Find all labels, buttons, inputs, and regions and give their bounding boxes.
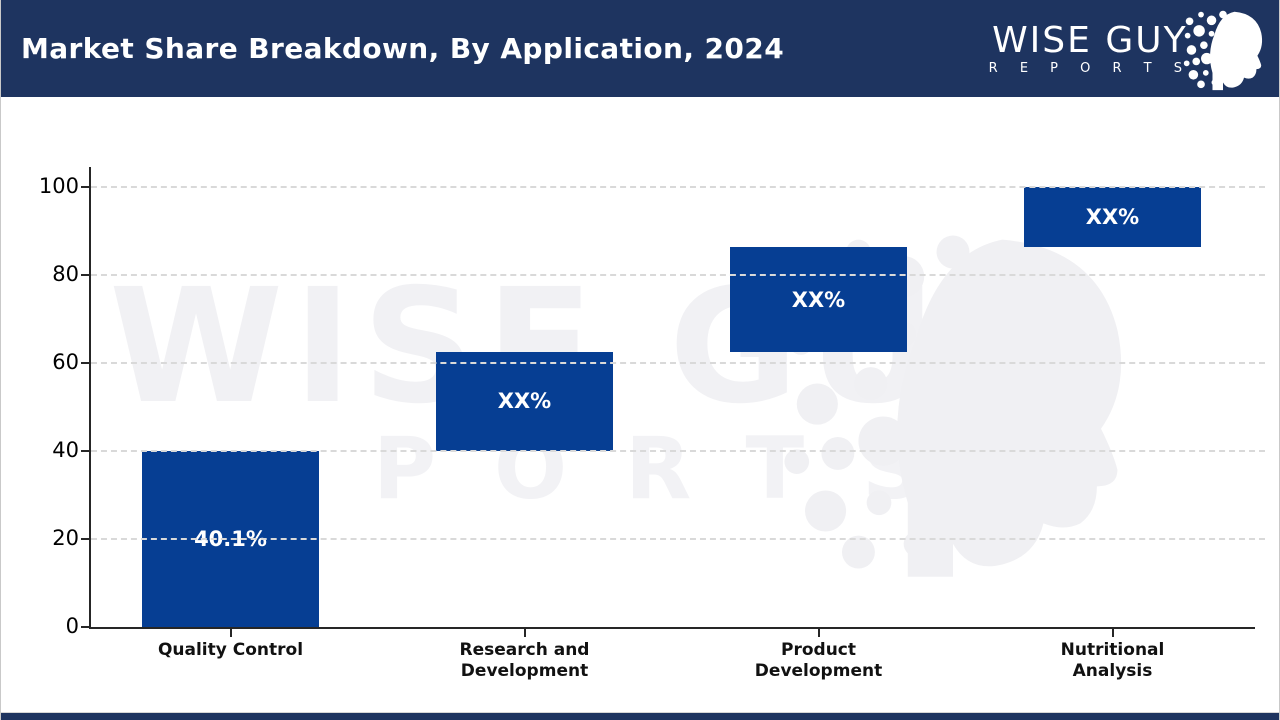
- y-tick-20: [81, 538, 90, 540]
- x-tick-0: [229, 629, 232, 637]
- x-tick-3: [1111, 629, 1114, 637]
- bottom-accent-strip: [1, 713, 1279, 720]
- y-tick-label-0: 0: [65, 614, 79, 638]
- y-tick-40: [81, 450, 90, 452]
- bar-value-label: XX%: [791, 287, 846, 312]
- y-tick-100: [81, 186, 90, 188]
- brand-face-icon: [1183, 10, 1263, 91]
- bar-2: XX%: [730, 246, 907, 353]
- gridline-100: [91, 186, 1265, 188]
- y-tick-label-100: 100: [38, 174, 79, 198]
- gridline-20: [91, 538, 1265, 540]
- y-tick-80: [81, 274, 90, 276]
- category-label-1: Research and Development: [459, 640, 590, 681]
- category-label-0: Quality Control: [157, 640, 304, 660]
- bar-value-label: XX%: [497, 389, 552, 414]
- chart-title: Market Share Breakdown, By Application, …: [21, 32, 785, 65]
- y-tick-0: [81, 626, 90, 628]
- y-tick-label-20: 20: [52, 526, 79, 550]
- bottom-hairline: [1, 712, 1279, 713]
- category-label-2: Product Development: [754, 640, 883, 681]
- y-tick-label-80: 80: [52, 262, 79, 286]
- x-axis-line: [89, 627, 1255, 629]
- category-label-3: Nutritional Analysis: [1060, 640, 1165, 681]
- x-tick-1: [523, 629, 526, 637]
- y-tick-label-40: 40: [52, 438, 79, 462]
- y-tick-60: [81, 362, 90, 364]
- bar-3: XX%: [1024, 187, 1201, 247]
- brand-logo-text: WISE GUY R E P O R T S: [988, 20, 1191, 77]
- bar-value-label: XX%: [1085, 204, 1140, 229]
- plot-area: WISE GUY PORTS 0 20 40 60 80 100 40.1% Quality …: [1, 97, 1279, 713]
- brand-subname: R E P O R T S: [988, 61, 1191, 76]
- brand-logo: WISE GUY R E P O R T S: [989, 6, 1269, 92]
- y-axis-line: [89, 167, 91, 629]
- gridline-60: [91, 362, 1265, 364]
- x-tick-2: [817, 629, 820, 637]
- header-band: Market Share Breakdown, By Application, …: [1, 0, 1279, 97]
- gridline-80: [91, 274, 1265, 276]
- gridline-40: [91, 450, 1265, 452]
- bar-1: XX%: [436, 352, 613, 451]
- brand-name: WISE GUY: [992, 20, 1188, 61]
- y-tick-label-60: 60: [52, 350, 79, 374]
